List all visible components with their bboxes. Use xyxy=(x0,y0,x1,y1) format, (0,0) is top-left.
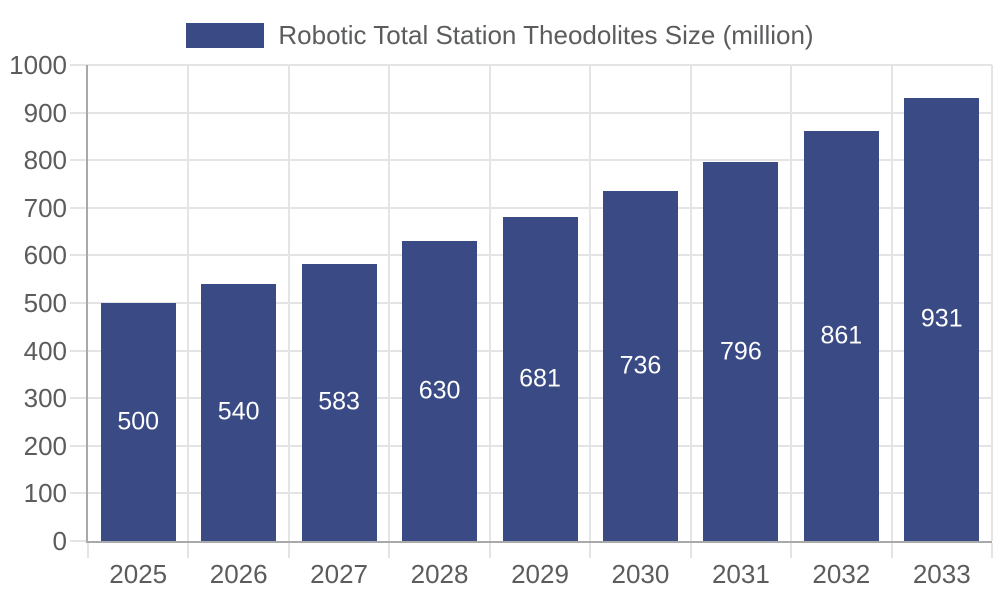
y-tick-label: 300 xyxy=(23,383,67,414)
chart-legend[interactable]: Robotic Total Station Theodolites Size (… xyxy=(0,20,1000,51)
x-tick xyxy=(589,543,592,558)
y-tick-label: 800 xyxy=(23,145,67,176)
plot-area: 0 100 200 300 400 500 600 700 800 900 1000 500 2025 5… xyxy=(9,50,993,589)
x-tick-label: 2028 xyxy=(410,559,469,589)
y-gridline xyxy=(70,159,992,162)
x-tick-label: 2026 xyxy=(209,559,268,589)
x-tick-label: 2033 xyxy=(912,559,971,589)
x-tick-label: 2027 xyxy=(310,559,369,589)
y-tick-label: 400 xyxy=(23,335,67,366)
x-gridline xyxy=(488,65,491,541)
bar-2027[interactable]: 583 xyxy=(301,263,377,541)
y-tick-label: 500 xyxy=(23,288,67,318)
x-tick-label: 2030 xyxy=(611,559,670,589)
y-tick-label: 900 xyxy=(23,97,67,128)
x-gridline xyxy=(890,65,893,541)
x-gridline xyxy=(790,65,793,541)
x-gridline xyxy=(287,65,290,541)
x-gridline xyxy=(689,65,692,541)
legend-swatch xyxy=(186,23,265,48)
x-gridline xyxy=(991,65,993,541)
x-tick xyxy=(689,543,692,558)
x-tick-label: 2031 xyxy=(711,559,770,589)
bar-value-label: 500 xyxy=(117,407,160,436)
y-gridline xyxy=(70,206,992,209)
bar-value-label: 736 xyxy=(619,351,662,380)
x-tick xyxy=(790,543,793,558)
y-tick-label: 700 xyxy=(23,192,67,223)
bar-value-label: 630 xyxy=(418,376,461,405)
y-gridline xyxy=(70,111,992,114)
y-tick-label: 0 xyxy=(52,526,67,556)
x-tick xyxy=(890,543,893,558)
x-tick xyxy=(87,543,89,558)
y-tick-label: 600 xyxy=(23,240,67,271)
bar-value-label: 861 xyxy=(820,321,863,350)
x-tick xyxy=(187,543,190,558)
x-tick xyxy=(488,543,491,558)
x-tick xyxy=(287,543,290,558)
bar-2029[interactable]: 681 xyxy=(502,216,578,541)
bar-2026[interactable]: 540 xyxy=(201,283,277,541)
y-tick-label: 200 xyxy=(23,430,67,461)
bar-value-label: 583 xyxy=(318,387,360,416)
y-axis-line xyxy=(86,65,88,543)
y-tick xyxy=(70,540,88,542)
bar-2031[interactable]: 796 xyxy=(703,162,779,541)
x-tick-label: 2025 xyxy=(109,559,168,589)
x-axis-line xyxy=(86,541,992,543)
bar-value-label: 931 xyxy=(920,304,963,333)
x-gridline xyxy=(589,65,592,541)
y-gridline xyxy=(70,64,992,66)
x-tick-label: 2032 xyxy=(812,559,871,589)
legend-label: Robotic Total Station Theodolites Size (… xyxy=(278,20,814,50)
x-tick-label: 2029 xyxy=(511,559,569,589)
bar-2033[interactable]: 931 xyxy=(904,97,980,541)
x-gridline xyxy=(187,65,190,541)
y-tick-label: 100 xyxy=(23,478,67,509)
x-gridline xyxy=(388,65,391,541)
bar-2028[interactable]: 630 xyxy=(402,241,478,541)
bar-2025[interactable]: 500 xyxy=(100,303,176,541)
bar-value-label: 540 xyxy=(217,397,260,426)
y-tick-label: 1000 xyxy=(9,50,67,80)
bar-value-label: 681 xyxy=(519,364,561,393)
x-tick xyxy=(991,543,993,558)
bar-2030[interactable]: 736 xyxy=(602,190,678,541)
x-tick xyxy=(388,543,391,558)
bar-2032[interactable]: 861 xyxy=(803,131,879,541)
bar-value-label: 796 xyxy=(720,337,762,366)
